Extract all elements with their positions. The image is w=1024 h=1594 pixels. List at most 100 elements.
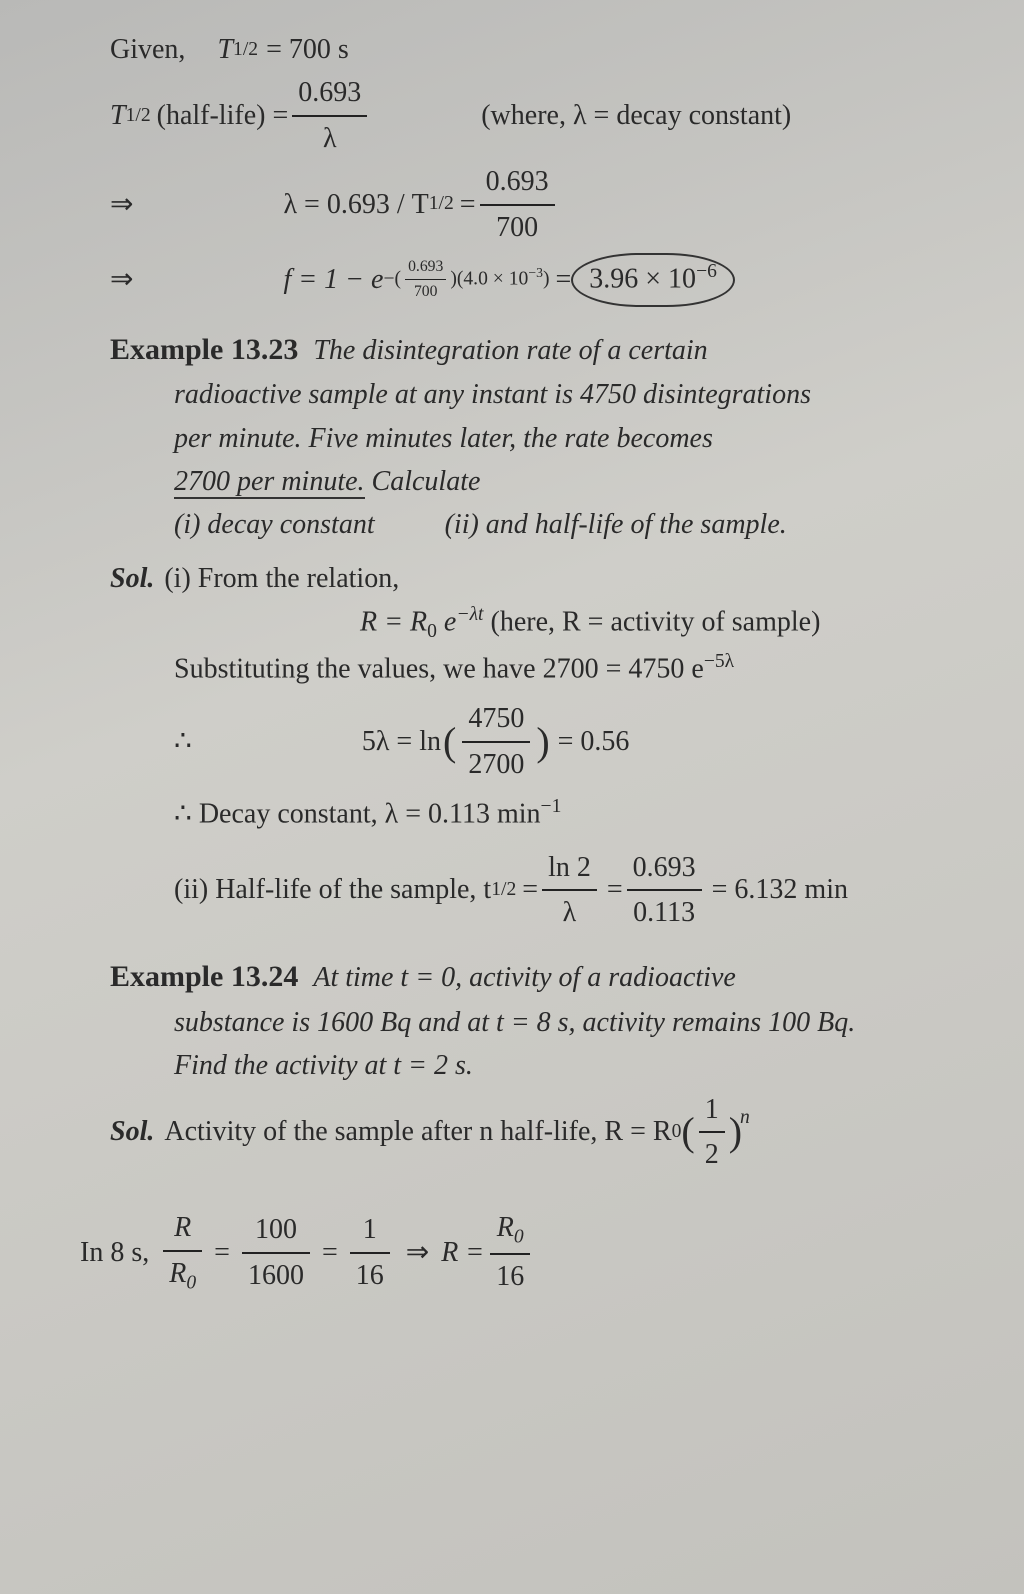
ex23-parts: (i) decay constant (ii) and half-life of… <box>110 503 984 546</box>
lambda-eq: = <box>460 183 476 226</box>
hl-num: 0.693 <box>292 71 367 116</box>
sol23-5l: ∴ 5λ = ln ( 4750 2700 ) = 0.56 <box>110 697 984 786</box>
sol24-head: Sol. Activity of the sample after n half… <box>110 1088 984 1177</box>
therefore: ∴ <box>174 720 192 763</box>
lambda-num: 0.693 <box>480 160 555 205</box>
ln-num: 4750 <box>462 697 530 742</box>
subst-text: Substituting the values, we have 2700 = … <box>174 654 704 685</box>
sol23-subst: Substituting the values, we have 2700 = … <box>110 647 984 691</box>
sol23-head: Sol. (i) From the relation, <box>110 557 984 600</box>
ex23-l3: per minute. Five minutes later, the rate… <box>110 417 984 460</box>
sol23-rel: R = R0 e−λt (here, R = activity of sampl… <box>250 600 984 647</box>
decay-const-sup: −1 <box>541 796 562 817</box>
rel-R: R = R <box>360 606 427 637</box>
f3d: 16 <box>350 1254 390 1297</box>
lambda-den: 700 <box>480 206 555 249</box>
lambda-arrow: ⇒ <box>110 183 133 226</box>
lambda-lhs: λ = 0.693 / T <box>283 183 428 226</box>
sol24-lp: ( <box>681 1101 694 1163</box>
ii-f2n: 0.693 <box>627 846 702 891</box>
ex23-title-row: Example 13.23 The disintegration rate of… <box>110 327 984 374</box>
ex23-title: Example 13.23 <box>110 333 298 366</box>
f-result-sup: −6 <box>696 261 717 282</box>
f1n: R <box>163 1206 202 1251</box>
ii-label: (ii) Half-life of the sample, t <box>174 868 491 911</box>
ii-eq1: = <box>522 868 538 911</box>
lambda-line: ⇒ λ = 0.693 / T1/2 = 0.693 700 <box>110 160 984 249</box>
hl-t-sub: 1/2 <box>126 101 151 131</box>
hl-paren: (half-life) = <box>157 94 289 137</box>
f2n: 100 <box>242 1208 310 1253</box>
subst-exp: −5λ <box>704 651 734 672</box>
sol23-label: Sol. <box>110 557 154 600</box>
ex24-l1: At time t = 0, activity of a radioactive <box>313 962 735 993</box>
hl-t: T <box>110 94 126 137</box>
sol24-n: n <box>740 1103 750 1133</box>
f-exp-minus: − <box>383 268 394 289</box>
rel-exp: −λt <box>456 604 483 625</box>
f-exp-close: ) <box>543 268 550 289</box>
ii-sub: 1/2 <box>491 875 516 905</box>
f-exp-frac: 0.693700 <box>405 255 446 305</box>
ex24-l2-t: substance is 1600 Bq and at t = 8 s, act… <box>174 1007 855 1038</box>
ex23-l3a: per minute. Five minutes later, the rate… <box>174 423 713 454</box>
ln-den: 2700 <box>462 743 530 786</box>
page: Given, T1/2 = 700 s T1/2 (half-life) = 0… <box>0 0 1024 1594</box>
ii-f1n: ln 2 <box>542 846 597 891</box>
sol24-half: 1 2 <box>699 1088 725 1177</box>
half-n: 1 <box>699 1088 725 1133</box>
rel-sub0: 0 <box>427 621 437 642</box>
f4d: 16 <box>490 1255 530 1298</box>
ex24-l3: Find the activity at t = 2 s. <box>110 1044 984 1087</box>
given-line: Given, T1/2 = 700 s <box>110 28 984 71</box>
f1d: R0 <box>163 1252 202 1299</box>
f-result: 3.96 × 10 <box>589 263 696 294</box>
ii-frac1: ln 2 λ <box>542 846 597 935</box>
ii-res: = 6.132 min <box>712 868 848 911</box>
five-lambda: 5λ = ln <box>362 720 441 763</box>
f1: R R0 <box>163 1206 202 1298</box>
ii-f2d: 0.113 <box>627 891 702 934</box>
t12-sym: T <box>217 28 233 71</box>
f-arrow: ⇒ <box>110 258 133 301</box>
lambda-frac: 0.693 700 <box>480 160 555 249</box>
f4n-s: 0 <box>514 1227 524 1248</box>
f2d: 1600 <box>242 1254 310 1297</box>
hl-frac: 0.693 λ <box>292 71 367 160</box>
hl-where: (where, λ = decay constant) <box>481 94 791 137</box>
f-exp-rest-sup: −3 <box>528 265 543 280</box>
rel-e: e <box>437 606 456 637</box>
ex23-i: (i) decay constant <box>174 503 375 546</box>
f-res-eq: = <box>555 258 571 301</box>
arrow2: ⇒ <box>406 1231 429 1274</box>
rel-paren: (here, R = activity of sample) <box>491 606 821 637</box>
ex23-l4a: 2700 per minute. <box>174 466 365 499</box>
ex23-l4b: Calculate <box>365 466 481 497</box>
in8: In 8 s, <box>80 1231 149 1274</box>
ii-f1d: λ <box>542 891 597 934</box>
ex23-l2: radioactive sample at any instant is 475… <box>110 373 984 416</box>
lambda-sub: 1/2 <box>429 189 454 219</box>
f-expn: 0.693 <box>405 255 446 280</box>
sol23-ii: (ii) Half-life of the sample, t1/2 = ln … <box>110 846 984 935</box>
ex24-title: Example 13.24 <box>110 960 298 993</box>
f4n: R0 <box>490 1206 530 1255</box>
f3: 1 16 <box>350 1208 390 1297</box>
ex23-l2-t: radioactive sample at any instant is 475… <box>174 379 811 410</box>
f-line: ⇒ f = 1 − e −(0.693700)(4.0 × 10−3) = 3.… <box>110 253 984 307</box>
sol24-sub0: 0 <box>672 1117 682 1147</box>
ex23-l4: 2700 per minute. Calculate <box>110 460 984 503</box>
t12-val: = 700 s <box>266 28 349 71</box>
t12-sub: 1/2 <box>233 35 258 65</box>
ex23-l1: The disintegration rate of a certain <box>313 335 707 366</box>
ex23-ii: (ii) and half-life of the sample. <box>445 503 787 546</box>
f1d-s: 0 <box>186 1272 196 1293</box>
f4n-r: R <box>497 1212 514 1243</box>
ex24-row: Example 13.24 At time t = 0, activity of… <box>110 954 984 1001</box>
half-d: 2 <box>699 1133 725 1176</box>
decay-const-line: ∴ Decay constant, λ = 0.113 min−1 <box>110 792 984 836</box>
eq1b: = <box>214 1231 230 1274</box>
f2: 100 1600 <box>242 1208 310 1297</box>
ex24-l2: substance is 1600 Bq and at t = 8 s, act… <box>110 1001 984 1044</box>
f-result-oval: 3.96 × 10−6 <box>571 253 735 307</box>
